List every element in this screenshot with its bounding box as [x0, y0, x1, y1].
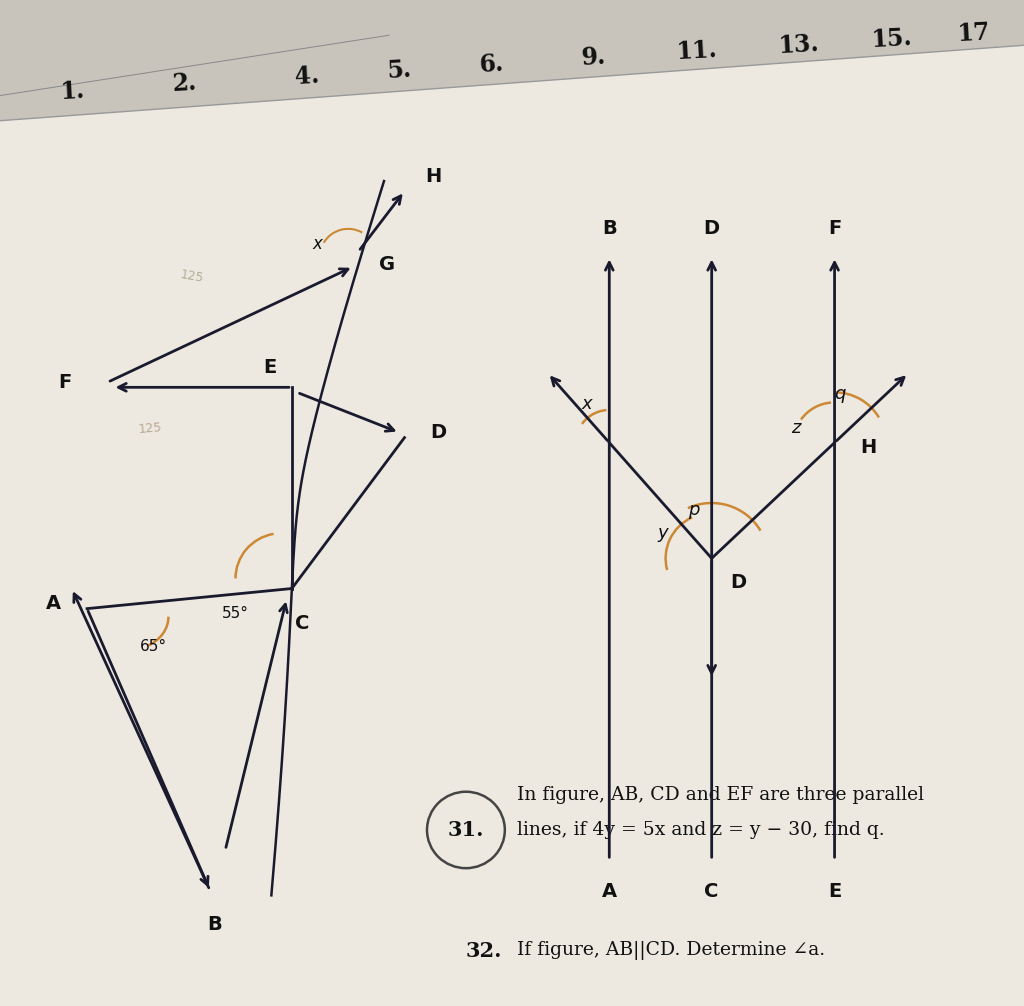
Text: 65°: 65° [140, 640, 167, 654]
Text: F: F [828, 219, 841, 238]
Text: 11.: 11. [675, 38, 718, 64]
Text: C: C [295, 614, 309, 633]
Text: D: D [730, 573, 746, 593]
Text: lines, if 4y = 5x and z = y − 30, find q.: lines, if 4y = 5x and z = y − 30, find q… [517, 821, 885, 839]
Text: 55°: 55° [222, 607, 249, 621]
Text: 2.: 2. [171, 71, 198, 97]
Text: C: C [705, 882, 719, 901]
Text: If figure, AB||CD. Determine ∠a.: If figure, AB||CD. Determine ∠a. [517, 942, 825, 960]
Text: y: y [657, 524, 668, 542]
Text: 13.: 13. [777, 31, 820, 57]
Text: 5.: 5. [386, 57, 413, 82]
Text: 17: 17 [955, 20, 990, 46]
Text: D: D [703, 219, 720, 238]
Text: D: D [430, 424, 446, 442]
Text: F: F [58, 373, 72, 391]
Text: 15.: 15. [869, 25, 912, 51]
Text: z: z [791, 418, 801, 437]
Text: x: x [312, 235, 323, 254]
Text: 125: 125 [138, 421, 163, 436]
Polygon shape [0, 0, 1024, 121]
Text: A: A [602, 882, 616, 901]
Text: B: B [602, 219, 616, 238]
Text: In figure, AB, CD and EF are three parallel: In figure, AB, CD and EF are three paral… [517, 786, 924, 804]
Text: A: A [46, 595, 61, 613]
Text: 32.: 32. [466, 941, 503, 961]
Text: 31.: 31. [447, 820, 484, 840]
Text: 1.: 1. [58, 78, 85, 104]
Text: B: B [208, 915, 222, 935]
Text: E: E [263, 358, 276, 377]
Text: 4.: 4. [294, 63, 321, 89]
Text: 125: 125 [179, 268, 205, 285]
Text: E: E [828, 882, 841, 901]
Text: 9.: 9. [581, 45, 607, 70]
Text: q: q [834, 385, 846, 403]
Text: p: p [687, 501, 699, 519]
Text: G: G [379, 256, 395, 274]
Text: 6.: 6. [478, 51, 505, 76]
Text: H: H [425, 167, 441, 185]
Text: H: H [860, 439, 877, 457]
Text: x: x [582, 395, 592, 413]
